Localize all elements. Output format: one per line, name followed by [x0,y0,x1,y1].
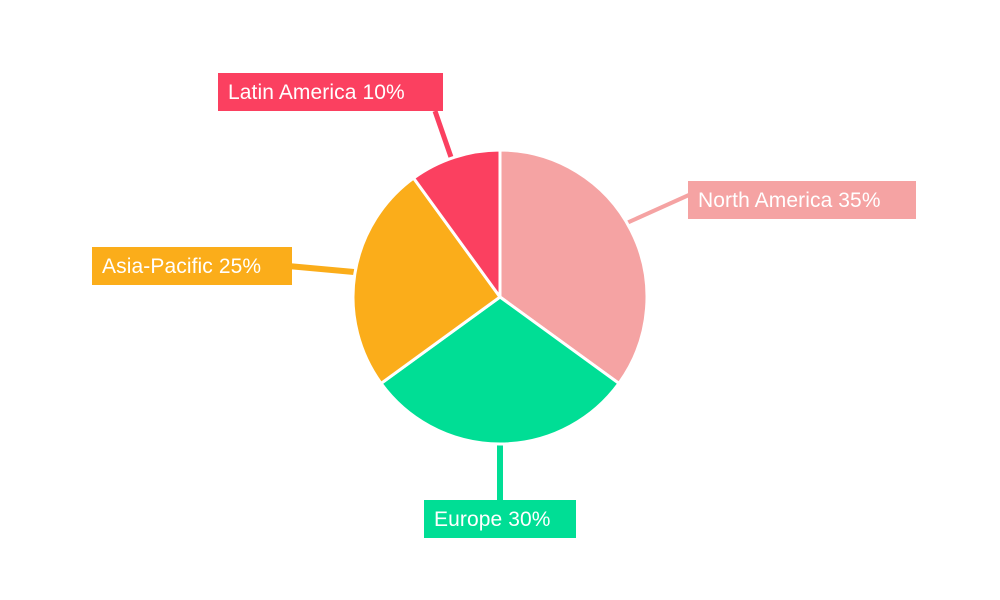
pie-slices-group [351,148,649,446]
pie-label-europe[interactable]: Europe 30% [424,500,576,538]
pie-label-asia-pacific[interactable]: Asia-Pacific 25% [92,247,292,285]
pie-label-latin-america-text: Latin America 10% [228,80,405,104]
leader-lines [287,110,701,500]
leader-line-asia-pacific [287,263,355,275]
pie-slice-north-america[interactable] [498,148,649,385]
pie-label-north-america-text: North America 35% [698,188,881,212]
leader-line-north-america [619,188,701,228]
pie-label-asia-pacific-text: Asia-Pacific 25% [102,254,262,278]
pie-label-europe-text: Europe 30% [434,507,551,531]
pie-slice-latin-america[interactable] [412,148,502,299]
leader-line-latin-america [432,110,455,161]
pie-label-latin-america[interactable]: Latin America 10% [218,73,443,111]
pie-slice-europe[interactable] [379,295,621,446]
pie-slice-asia-pacific[interactable] [351,176,502,385]
pie-label-north-america[interactable]: North America 35% [688,181,916,219]
